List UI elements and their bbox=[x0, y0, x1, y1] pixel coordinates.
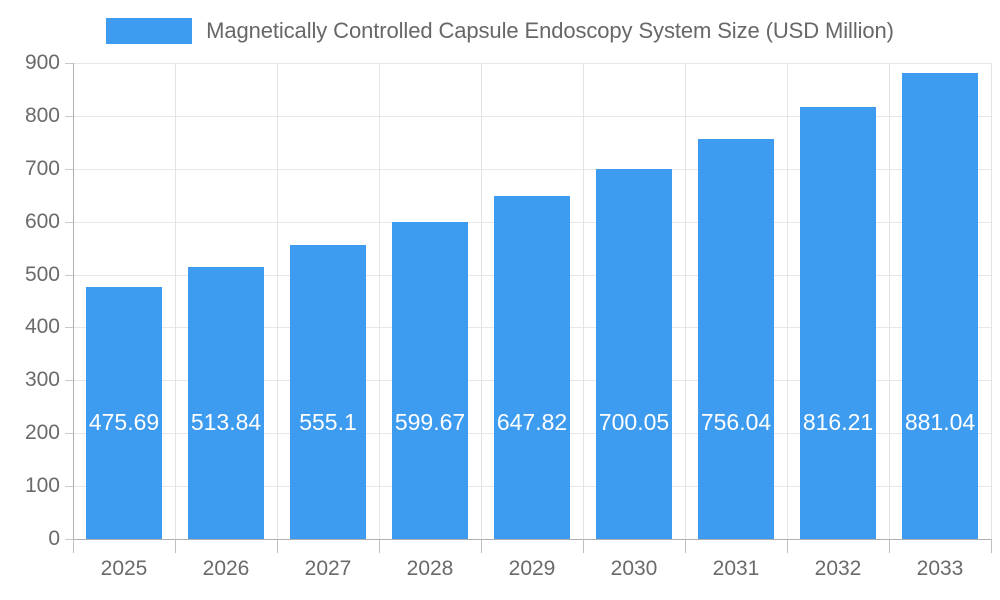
bar[interactable] bbox=[596, 169, 672, 539]
y-axis-tick-label: 400 bbox=[24, 315, 60, 339]
x-axis-tick-label: 2033 bbox=[916, 557, 964, 580]
legend-label: Magnetically Controlled Capsule Endoscop… bbox=[206, 18, 894, 43]
y-axis-tick-mark bbox=[65, 274, 73, 276]
x-axis-tick-label: 2027 bbox=[304, 557, 352, 580]
gridline-vertical bbox=[991, 63, 992, 539]
x-axis-tick-mark bbox=[889, 539, 890, 553]
gridline-horizontal bbox=[73, 63, 991, 64]
gridline-vertical bbox=[379, 63, 380, 539]
y-axis-tick-mark bbox=[65, 327, 73, 329]
bar[interactable] bbox=[290, 245, 366, 539]
y-axis-tick-label: 700 bbox=[24, 156, 60, 180]
y-axis-tick-label: 200 bbox=[24, 421, 60, 445]
y-axis-tick-label: 0 bbox=[48, 527, 60, 550]
y-axis-tick-mark bbox=[65, 115, 73, 117]
gridline-vertical bbox=[73, 63, 74, 539]
y-axis-tick-mark bbox=[65, 63, 73, 64]
x-axis-tick-label: 2026 bbox=[202, 557, 250, 580]
y-axis-tick-label: 600 bbox=[24, 209, 60, 233]
x-axis-tick-label: 2029 bbox=[508, 557, 556, 580]
x-axis-tick-mark bbox=[583, 539, 584, 553]
y-axis-tick-label: 500 bbox=[24, 262, 60, 286]
legend-color-swatch-icon bbox=[106, 18, 193, 44]
x-axis-tick-label: 2030 bbox=[610, 557, 658, 580]
x-axis-tick-mark bbox=[991, 539, 992, 553]
bar[interactable] bbox=[800, 107, 876, 539]
bar[interactable] bbox=[902, 73, 978, 539]
y-axis-tick-mark bbox=[65, 486, 73, 488]
x-axis-tick-mark bbox=[379, 539, 380, 553]
gridline-vertical bbox=[175, 63, 176, 539]
plot-area: 475.69 513.84 555.1 599.67 647.82 700.05 756.0… bbox=[25, 51, 992, 580]
gridline-vertical bbox=[787, 63, 788, 539]
y-axis-tick-mark bbox=[65, 168, 73, 170]
bar[interactable] bbox=[698, 139, 774, 539]
y-axis-tick-label: 100 bbox=[24, 474, 60, 498]
gridline-vertical bbox=[481, 63, 482, 539]
y-axis-tick-label: 900 bbox=[24, 51, 60, 74]
bar[interactable] bbox=[494, 196, 570, 539]
bar[interactable] bbox=[86, 287, 162, 539]
y-axis-tick-label: 800 bbox=[24, 103, 60, 127]
y-axis-tick-mark bbox=[65, 433, 73, 435]
x-axis-tick-mark bbox=[481, 539, 482, 553]
chart-legend[interactable]: Magnetically Controlled Capsule Endoscop… bbox=[0, 10, 1000, 52]
x-axis-tick-mark bbox=[787, 539, 788, 553]
gridline-vertical bbox=[583, 63, 584, 539]
y-axis-tick-mark bbox=[65, 380, 73, 382]
x-axis-tick-mark bbox=[73, 539, 74, 553]
x-axis-tick-label: 2028 bbox=[406, 557, 454, 580]
x-axis-tick-label: 2032 bbox=[814, 557, 862, 580]
x-axis-tick-mark bbox=[175, 539, 176, 553]
gridline-vertical bbox=[889, 63, 890, 539]
y-axis-tick-mark bbox=[65, 539, 73, 540]
gridline-vertical bbox=[685, 63, 686, 539]
x-axis-tick-label: 2031 bbox=[712, 557, 760, 580]
y-axis-tick-mark bbox=[65, 221, 73, 223]
gridline-horizontal bbox=[73, 539, 991, 540]
gridline-horizontal bbox=[73, 168, 991, 170]
gridline-horizontal bbox=[73, 115, 991, 117]
x-axis-tick-mark bbox=[685, 539, 686, 553]
gridline-vertical bbox=[277, 63, 278, 539]
x-axis-tick-label: 2025 bbox=[100, 557, 148, 580]
x-axis-tick-mark bbox=[277, 539, 278, 553]
bar[interactable] bbox=[188, 267, 264, 539]
bar[interactable] bbox=[392, 222, 468, 539]
y-axis-tick-label: 300 bbox=[24, 368, 60, 392]
